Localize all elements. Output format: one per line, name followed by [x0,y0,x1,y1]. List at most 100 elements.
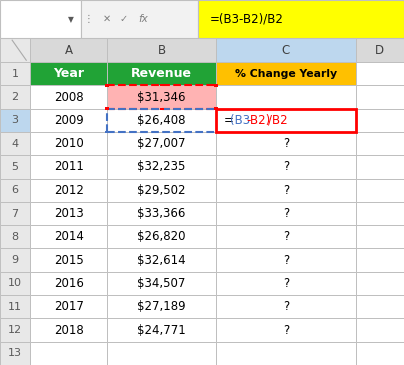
Bar [356,38,404,62]
Bar [216,225,356,249]
Text: ▼: ▼ [68,15,74,24]
Bar [30,155,107,178]
Text: ?: ? [283,277,289,290]
Bar [0,0,81,38]
Bar [30,85,107,109]
Bar [0,85,30,109]
Bar [107,132,216,155]
Bar [105,107,109,110]
Bar [107,178,216,202]
Bar [0,202,30,225]
Bar [30,295,107,318]
Text: 2008: 2008 [54,91,84,104]
Text: $26,408: $26,408 [137,114,186,127]
Bar [30,342,107,365]
Bar [216,155,356,178]
Text: 2010: 2010 [54,137,84,150]
Text: =(B3-B2)/B2: =(B3-B2)/B2 [210,13,284,26]
Text: Revenue: Revenue [131,67,192,80]
Bar [30,38,107,62]
Bar [107,62,216,85]
Bar [356,202,404,225]
Text: 2: 2 [12,92,19,102]
Bar [356,318,404,342]
Bar [216,109,356,132]
Text: fx: fx [139,14,148,24]
Bar [105,131,109,133]
Text: 2012: 2012 [54,184,84,197]
Bar [81,0,198,38]
Bar [356,132,404,155]
Bar [30,318,107,342]
Bar [107,249,216,272]
Bar [30,202,107,225]
Bar [107,295,216,318]
Bar [0,295,30,318]
Text: 5: 5 [12,162,19,172]
Bar [0,155,30,178]
Text: 2011: 2011 [54,160,84,173]
Text: $31,346: $31,346 [137,91,186,104]
Bar [216,318,356,342]
Bar [0,178,30,202]
Bar [216,38,356,62]
Bar [214,84,218,87]
Bar [0,225,30,249]
Bar [356,249,404,272]
Bar [30,62,107,85]
Text: ?: ? [283,323,289,337]
Text: ?: ? [283,300,289,313]
Text: ✓: ✓ [119,14,127,24]
Bar [107,155,216,178]
Bar [107,85,216,109]
Bar [0,249,30,272]
Bar [107,202,216,225]
Text: ?: ? [283,230,289,243]
Text: =: = [224,114,234,127]
Text: ?: ? [283,207,289,220]
Text: $27,007: $27,007 [137,137,186,150]
Bar [356,62,404,85]
Text: ?: ? [283,254,289,267]
Text: 11: 11 [8,302,22,312]
Bar [216,178,356,202]
Text: ⋮: ⋮ [83,14,93,24]
Text: 6: 6 [12,185,19,195]
Text: 2013: 2013 [54,207,84,220]
Text: 2018: 2018 [54,323,84,337]
Text: ?: ? [283,160,289,173]
Bar [356,295,404,318]
Text: 4: 4 [12,139,19,149]
Bar [107,342,216,365]
Bar [107,38,216,62]
Bar [107,225,216,249]
Bar [30,249,107,272]
Bar [0,272,30,295]
Bar [216,272,356,295]
Text: 2016: 2016 [54,277,84,290]
Text: ?: ? [283,137,289,150]
Text: Year: Year [53,67,84,80]
Text: 9: 9 [12,255,19,265]
Text: $32,614: $32,614 [137,254,186,267]
Bar [216,202,356,225]
Bar [356,155,404,178]
Text: -B2): -B2) [246,114,270,127]
Bar [30,272,107,295]
Bar [216,295,356,318]
Text: 10: 10 [8,278,22,288]
Bar [356,85,404,109]
Text: $32,235: $32,235 [137,160,186,173]
Text: 2015: 2015 [54,254,84,267]
Text: 2009: 2009 [54,114,84,127]
Text: D: D [375,44,384,57]
Text: A: A [65,44,73,57]
Bar [356,109,404,132]
Text: $34,507: $34,507 [137,277,186,290]
Text: $29,502: $29,502 [137,184,186,197]
Bar [0,109,30,132]
Text: $27,189: $27,189 [137,300,186,313]
Bar [0,318,30,342]
Bar [356,272,404,295]
Text: 8: 8 [12,232,19,242]
